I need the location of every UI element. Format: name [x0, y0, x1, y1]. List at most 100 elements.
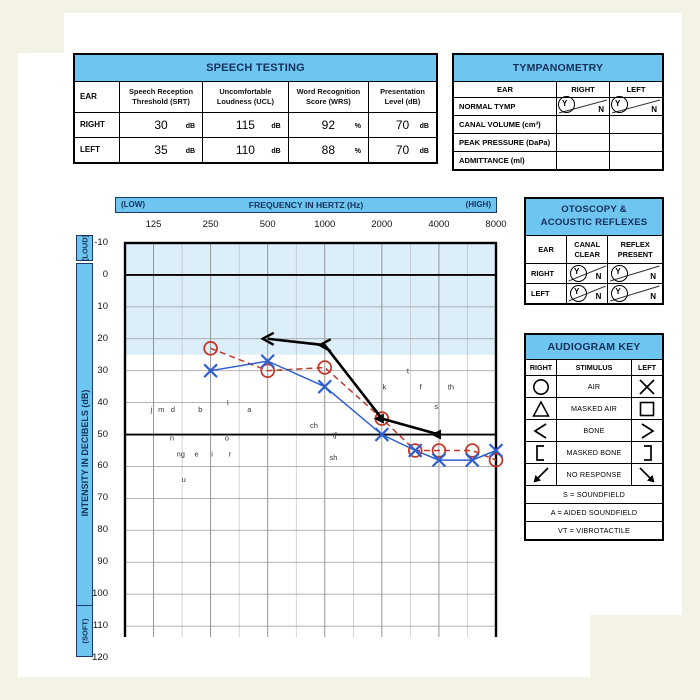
audiogram-page: SPEECH TESTING EAR Speech Reception Thre… — [18, 13, 682, 677]
corner-decoration-bottom-right — [590, 615, 682, 677]
key-symbol-left-air-x-icon — [631, 375, 664, 398]
table-row: BONE — [524, 419, 664, 442]
speech-testing-panel: SPEECH TESTING EAR Speech Reception Thre… — [73, 53, 438, 164]
phoneme-ch: ch — [310, 421, 318, 430]
otos-col-canal-line2: CLEAR — [574, 249, 600, 259]
tympanometry-panel: TYMPANOMETRY EAR RIGHT LEFT NORMAL TYMP … — [452, 53, 664, 171]
key-symbol-left-masked-bone-rbracket-icon — [631, 441, 664, 464]
tymp-peak-pressure-left[interactable] — [609, 133, 664, 152]
otos-right-reflex-yes: Y — [615, 267, 621, 277]
table-row: NORMAL TYMP Y N Y N — [452, 96, 664, 116]
y-tick-90: 90 — [97, 556, 108, 568]
tymp-peak-pressure-right[interactable] — [556, 133, 610, 152]
tymp-canal-volume-left[interactable] — [609, 115, 664, 134]
speech-left-ucl-value: 110 — [235, 142, 255, 157]
speech-col-ear: EAR — [73, 81, 120, 113]
otos-left-reflex-yes: Y — [615, 287, 621, 297]
otos-right-reflex-no: N — [650, 272, 656, 282]
key-symbol-right-no-response-arrow-dl-icon — [524, 463, 557, 486]
otos-right-canal-clear[interactable]: Y N — [565, 263, 609, 285]
phoneme-l: l — [227, 399, 229, 408]
phoneme-e: e — [194, 450, 198, 459]
table-row: NO RESPONSE — [524, 463, 664, 486]
speech-col-ucl: Uncomfortable Loudness (UCL) — [202, 81, 289, 113]
tymp-normal-right-yn[interactable]: Y N — [556, 96, 610, 116]
y-tick-50: 50 — [97, 428, 108, 440]
phoneme-i: i — [211, 450, 213, 459]
table-row: AIR — [524, 375, 664, 398]
otos-row-left-label: LEFT — [524, 283, 567, 305]
otos-left-canal-clear[interactable]: Y N — [565, 283, 609, 305]
selection-circle-icon — [611, 265, 629, 283]
key-symbol-left-bone-gt-icon — [631, 419, 664, 442]
speech-left-srt-value: 35 — [154, 142, 168, 157]
otos-right-canal-no: N — [595, 272, 602, 282]
otos-left-reflex-present[interactable]: Y N — [607, 283, 664, 305]
tymp-canal-volume-right[interactable] — [556, 115, 610, 134]
phoneme-ng: ng — [177, 450, 185, 459]
tymp-row-canal-volume-label: CANAL VOLUME (cm³) — [452, 115, 557, 134]
speech-col-level: Presentation Level (dB) — [367, 81, 438, 113]
right-ear-air-marker — [203, 341, 218, 356]
left-ear-air-marker — [260, 353, 275, 369]
audiogram-plot-area: j m d b l a n o ng e i r u ch tʃ sh k t f th s — [123, 241, 504, 637]
y-axis-label: INTENSITY IN DECIBELS (dB) — [76, 263, 93, 643]
tymp-admittance-right[interactable] — [556, 151, 610, 171]
right-ear-air-marker — [407, 443, 423, 458]
speech-left-ucl-unit: dB — [271, 147, 281, 155]
speech-col-srt: Speech Reception Threshold (SRT) — [118, 81, 204, 113]
speech-left-level[interactable]: 70 dB — [367, 136, 438, 164]
otoscopy-panel: OTOSCOPY & ACOUSTIC REFLEXES EAR CANAL C… — [524, 197, 664, 306]
otos-col-canal-line1: CANAL — [574, 239, 601, 249]
speech-right-srt-unit: dB — [185, 122, 196, 130]
key-footnote-aided-soundfield: A = AIDED SOUNDFIELD — [524, 503, 664, 522]
x-tick-125: 125 — [145, 219, 162, 230]
speech-left-wrs[interactable]: 88% — [287, 136, 369, 164]
tymp-admittance-left[interactable] — [609, 151, 664, 171]
audiogram-key-panel: AUDIOGRAM KEY RIGHT STIMULUS LEFT AIR — [524, 333, 664, 541]
frequency-title: FREQUENCY IN HERTZ (Hz) — [248, 200, 364, 210]
key-symbol-right-masked-air-triangle-icon — [524, 397, 557, 420]
otos-right-canal-yes: Y — [574, 267, 580, 277]
speech-right-srt[interactable]: 30 dB — [118, 111, 204, 138]
tymp-normal-right-no: N — [598, 105, 604, 114]
key-symbol-right-bone-lt-icon — [524, 419, 557, 442]
phoneme-m: m — [158, 405, 164, 414]
x-tick-1000: 1000 — [314, 219, 336, 230]
selection-circle-icon — [611, 96, 628, 113]
speech-left-srt[interactable]: 35 dB — [118, 136, 204, 164]
speech-left-level-value: 70 — [395, 142, 410, 157]
speech-right-ucl[interactable]: 115 dB — [202, 111, 289, 138]
table-row: MASKED BONE — [524, 441, 664, 464]
x-tick-8000: 8000 — [485, 219, 507, 230]
phoneme-d: d — [171, 405, 175, 414]
y-tick-110: 110 — [92, 620, 108, 632]
phoneme-t: t — [407, 367, 410, 376]
frequency-header-bar: (LOW) FREQUENCY IN HERTZ (Hz) (HIGH) — [115, 197, 497, 213]
key-stimulus-masked-air: MASKED AIR — [556, 397, 632, 420]
y-tick-100: 100 — [92, 588, 108, 600]
selection-circle-icon — [611, 285, 629, 303]
key-stimulus-bone: BONE — [556, 419, 632, 442]
key-stimulus-masked-bone: MASKED BONE — [556, 441, 632, 464]
y-axis-soft-label: (SOFT) — [76, 605, 93, 657]
phoneme-a: a — [247, 405, 252, 414]
table-row: VT = VIBROTACTILE — [524, 521, 664, 541]
otos-right-reflex-present[interactable]: Y N — [607, 263, 664, 285]
x-tick-500: 500 — [259, 219, 276, 230]
selection-circle-icon — [558, 96, 575, 113]
speech-right-level[interactable]: 70 dB — [367, 111, 438, 138]
tymp-normal-right-yes: Y — [562, 99, 568, 108]
yes-no-marker: Y N — [567, 284, 607, 303]
otoscopy-title: OTOSCOPY & ACOUSTIC REFLEXES — [524, 197, 664, 236]
speech-right-ucl-value: 115 — [235, 117, 255, 132]
table-row: ADMITTANCE (ml) — [452, 151, 664, 171]
tymp-normal-left-yn[interactable]: Y N — [609, 96, 664, 116]
speech-right-wrs[interactable]: 92% — [287, 111, 369, 138]
otoscopy-table: OTOSCOPY & ACOUSTIC REFLEXES EAR CANAL C… — [524, 197, 664, 306]
key-stimulus-air: AIR — [556, 375, 632, 398]
key-col-right: RIGHT — [524, 359, 557, 376]
speech-left-ucl[interactable]: 110 dB — [202, 136, 289, 164]
key-symbol-left-masked-air-square-icon — [631, 397, 664, 420]
phoneme-o: o — [225, 434, 229, 443]
